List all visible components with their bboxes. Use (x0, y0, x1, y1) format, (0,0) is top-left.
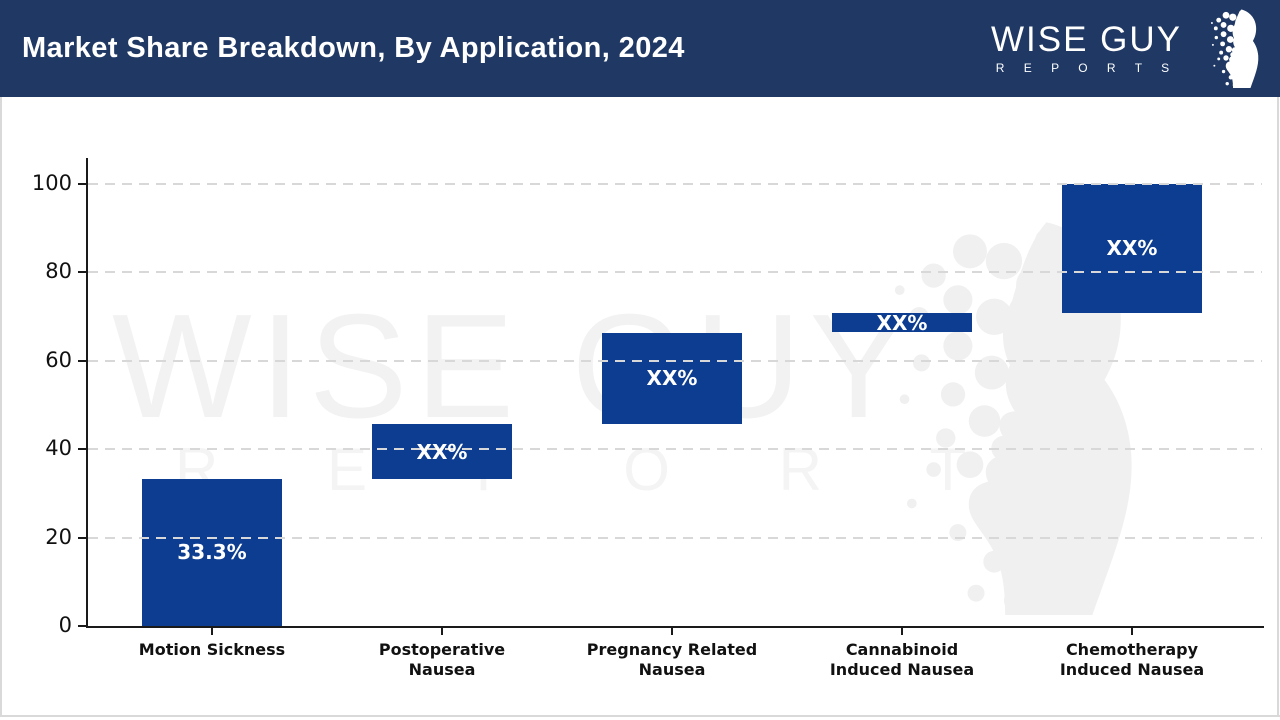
y-tick-80 (78, 271, 86, 274)
gridline-100 (88, 183, 1262, 185)
frame-border-bottom (0, 715, 1280, 717)
x-axis-label-pregnancy-related-nausea: Pregnancy Related Nausea (586, 640, 758, 679)
bar-value-label: XX% (876, 310, 928, 335)
logo-wordmark: WISE GUY (990, 20, 1182, 59)
y-tick-label: 80 (45, 259, 72, 284)
gridline-40 (88, 448, 1262, 451)
wiseguy-head-icon (1184, 8, 1268, 88)
gridline-20 (88, 536, 1262, 539)
y-tick-0 (78, 625, 86, 627)
y-tick-label: 20 (45, 524, 72, 549)
bar-cannabinoid-induced-nausea (832, 312, 972, 333)
logo-subtitle: R E P O R T S (995, 61, 1178, 75)
header: Market Share Breakdown, By Application, … (0, 0, 1280, 97)
x-tick-pregnancy-related-nausea (671, 628, 673, 635)
watermark-subtext: R E P O R T S (175, 436, 1160, 503)
bar-value-label: XX% (416, 439, 468, 464)
wiseguy-logo: WISE GUY R E P O R T S (991, 8, 1268, 88)
page-title: Market Share Breakdown, By Application, … (22, 32, 685, 64)
bar-pregnancy-related-nausea (602, 332, 742, 425)
x-axis-label-postoperative-nausea: Postoperative Nausea (378, 640, 506, 679)
bar-motion-sickness (142, 478, 282, 626)
y-tick-label: 60 (45, 347, 72, 372)
x-tick-chemotherapy-induced-nausea (1131, 628, 1133, 635)
y-tick-20 (78, 536, 86, 539)
x-tick-postoperative-nausea (441, 628, 443, 635)
logo-text: WISE GUY R E P O R T S (990, 20, 1182, 76)
frame-border-left (0, 97, 2, 717)
y-tick-label: 0 (58, 613, 72, 637)
x-axis-label-cannabinoid-induced-nausea: Cannabinoid Induced Nausea (829, 640, 975, 679)
y-tick-40 (78, 448, 86, 451)
x-tick-cannabinoid-induced-nausea (901, 628, 903, 635)
watermark: WISE GUY R E P O R T S (0, 97, 1280, 720)
bar-postoperative-nausea (372, 424, 512, 479)
y-tick-label: 40 (45, 436, 72, 461)
bar-value-label: XX% (1106, 236, 1158, 261)
y-axis-line (86, 158, 88, 628)
gridline-60 (88, 359, 1262, 362)
x-tick-motion-sickness (211, 628, 213, 635)
gridline-80 (88, 271, 1262, 274)
bar-value-label: 33.3% (177, 540, 247, 565)
watermark-text: WISE GUY (112, 284, 917, 449)
bar-value-label: XX% (646, 366, 698, 391)
y-tick-60 (78, 359, 86, 362)
y-tick-100 (78, 183, 86, 185)
y-tick-label: 100 (31, 171, 72, 195)
x-axis-label-motion-sickness: Motion Sickness (138, 640, 286, 659)
x-axis-line (86, 626, 1264, 628)
bar-chemotherapy-induced-nausea (1062, 184, 1202, 313)
frame-border-right (1277, 97, 1279, 717)
x-axis-label-chemotherapy-induced-nausea: Chemotherapy Induced Nausea (1059, 640, 1205, 679)
